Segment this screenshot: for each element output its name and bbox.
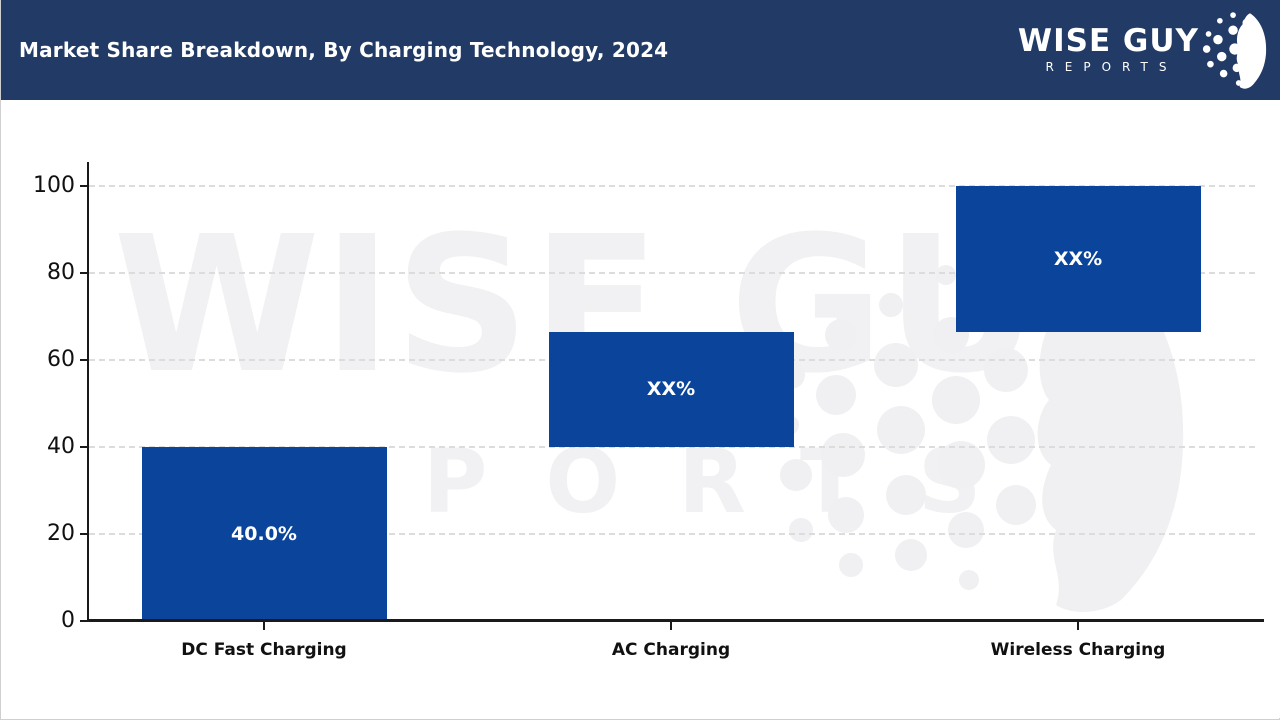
header-bar: Market Share Breakdown, By Charging Tech… (1, 0, 1280, 100)
y-tick-label: 60 (47, 347, 75, 372)
y-tick-label: 20 (47, 521, 75, 546)
y-tick (80, 185, 89, 187)
bar-segment: XX% (548, 331, 794, 447)
y-tick (80, 272, 89, 274)
y-tick-label: 40 (47, 434, 75, 459)
y-tick (80, 620, 89, 622)
x-tick (670, 621, 672, 630)
x-axis-spine (87, 619, 1264, 622)
watermark-face-icon (777, 245, 1184, 612)
chart-area: WISE GUY REPORTS 0 20 40 60 80 100 40.0% DC Fas… (1, 100, 1280, 718)
bar-segment: XX% (955, 186, 1201, 332)
x-category-label: Wireless Charging (990, 640, 1166, 660)
y-gridline (89, 446, 1255, 448)
y-tick (80, 533, 89, 535)
wiseguy-logo: WISE GUY REPORTS (1018, 7, 1267, 93)
x-tick (263, 621, 265, 630)
x-category-label: AC Charging (611, 640, 731, 660)
bar-value-label: XX% (646, 378, 696, 401)
plot: 0 20 40 60 80 100 40.0% DC Fast Charging XX% AC C… (1, 100, 1280, 718)
logo-text: WISE GUY REPORTS (1017, 23, 1199, 75)
y-tick (80, 359, 89, 361)
y-gridline (89, 272, 1255, 274)
y-tick-label: 0 (61, 608, 75, 633)
bar-segment: 40.0% (141, 447, 387, 621)
logo-face-icon (1202, 12, 1267, 89)
logo-subtext: REPORTS (1045, 60, 1178, 74)
y-gridline (89, 533, 1255, 535)
y-tick-label: 80 (47, 260, 75, 285)
logo-wordmark: WISE GUY (1017, 23, 1199, 59)
y-gridline (89, 185, 1255, 187)
y-tick (80, 446, 89, 448)
bar-value-label: XX% (1053, 247, 1103, 270)
y-axis-spine (87, 162, 89, 622)
chart-title: Market Share Breakdown, By Charging Tech… (19, 38, 669, 62)
bar-value-label: 40.0% (231, 523, 297, 545)
x-category-label: DC Fast Charging (181, 640, 347, 660)
y-tick-label: 100 (33, 173, 75, 198)
x-tick (1077, 621, 1079, 630)
